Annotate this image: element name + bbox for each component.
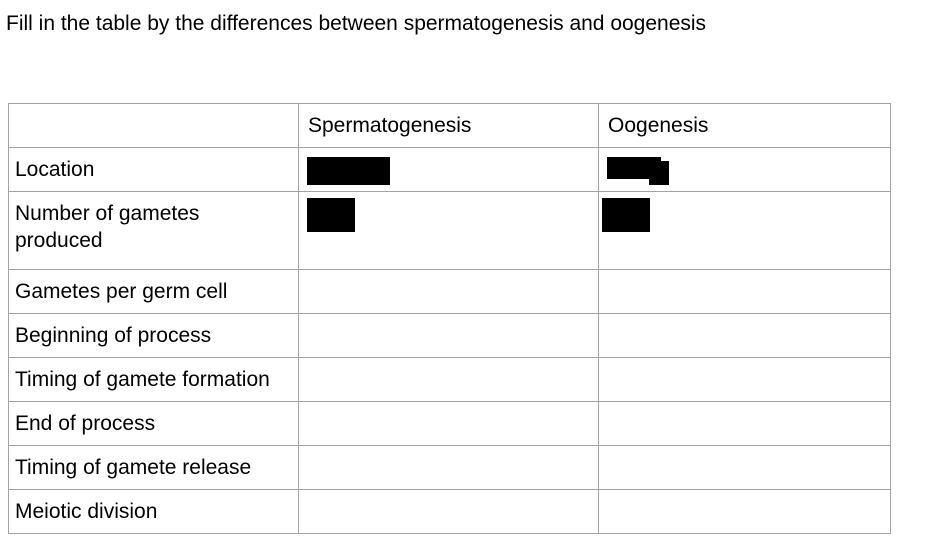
header-spermatogenesis: Spermatogenesis [298,103,599,148]
answer-cell-release-oogenesis[interactable] [598,444,891,490]
answer-cell-location-oogenesis[interactable] [598,146,891,192]
row-label-timing-of-gamete-formation: Timing of gamete formation [8,356,299,402]
answer-cell-formation-oogenesis[interactable] [598,356,891,402]
row-label-timing-of-gamete-release: Timing of gamete release [8,444,299,490]
answer-cell-germ-spermatogenesis[interactable] [298,268,599,314]
answer-cell-end-spermatogenesis[interactable] [298,400,599,446]
table-row: Location [8,146,891,192]
answer-cell-formation-spermatogenesis[interactable] [298,356,599,402]
row-label-end-of-process: End of process [8,400,299,446]
answer-cell-germ-oogenesis[interactable] [598,268,891,314]
table-header-row: Spermatogenesis Oogenesis [8,103,891,148]
row-label-beginning-of-process: Beginning of process [8,312,299,358]
header-oogenesis: Oogenesis [598,103,891,148]
table-row: Timing of gamete release [8,444,891,490]
answer-cell-number-spermatogenesis[interactable] [298,190,599,270]
answer-cell-meiotic-spermatogenesis[interactable] [298,488,599,534]
redacted-answer-box [649,160,669,185]
table-row: Number of gametes produced [8,190,891,270]
answer-cell-release-spermatogenesis[interactable] [298,444,599,490]
row-label-gametes-per-germ-cell: Gametes per germ cell [8,268,299,314]
answer-cell-meiotic-oogenesis[interactable] [598,488,891,534]
answer-cell-number-oogenesis[interactable] [598,190,891,270]
answer-cell-location-spermatogenesis[interactable] [298,146,599,192]
table-row: Gametes per germ cell [8,268,891,314]
redacted-answer-box [307,156,390,185]
table-row: End of process [8,400,891,446]
redacted-answer-box [607,156,661,179]
table-row: Timing of gamete formation [8,356,891,402]
answer-cell-beginning-spermatogenesis[interactable] [298,312,599,358]
answer-cell-beginning-oogenesis[interactable] [598,312,891,358]
row-label-location: Location [8,146,299,192]
row-label-meiotic-division: Meiotic division [8,488,299,534]
table-row: Beginning of process [8,312,891,358]
redacted-answer-box [602,197,650,232]
answer-cell-end-oogenesis[interactable] [598,400,891,446]
redacted-answer-box [307,197,355,232]
table-row: Meiotic division [8,488,891,534]
header-empty-cell [8,103,299,148]
row-label-number-of-gametes: Number of gametes produced [8,190,299,270]
question-title: Fill in the table by the differences bet… [6,12,707,35]
comparison-table: Spermatogenesis Oogenesis Location Numbe… [8,103,891,534]
